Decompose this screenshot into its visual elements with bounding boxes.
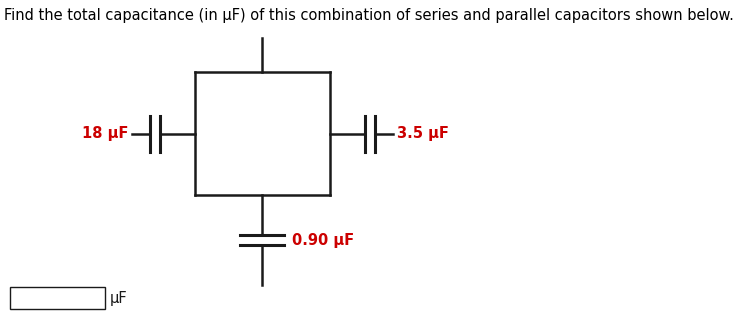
Text: 0.90 μF: 0.90 μF — [293, 232, 354, 248]
Text: 3.5 μF: 3.5 μF — [397, 126, 449, 141]
Text: 18 μF: 18 μF — [82, 126, 128, 141]
Text: Find the total capacitance (in μF) of this combination of series and parallel ca: Find the total capacitance (in μF) of th… — [4, 8, 733, 23]
Text: μF: μF — [110, 290, 128, 305]
Bar — [10, 287, 105, 309]
